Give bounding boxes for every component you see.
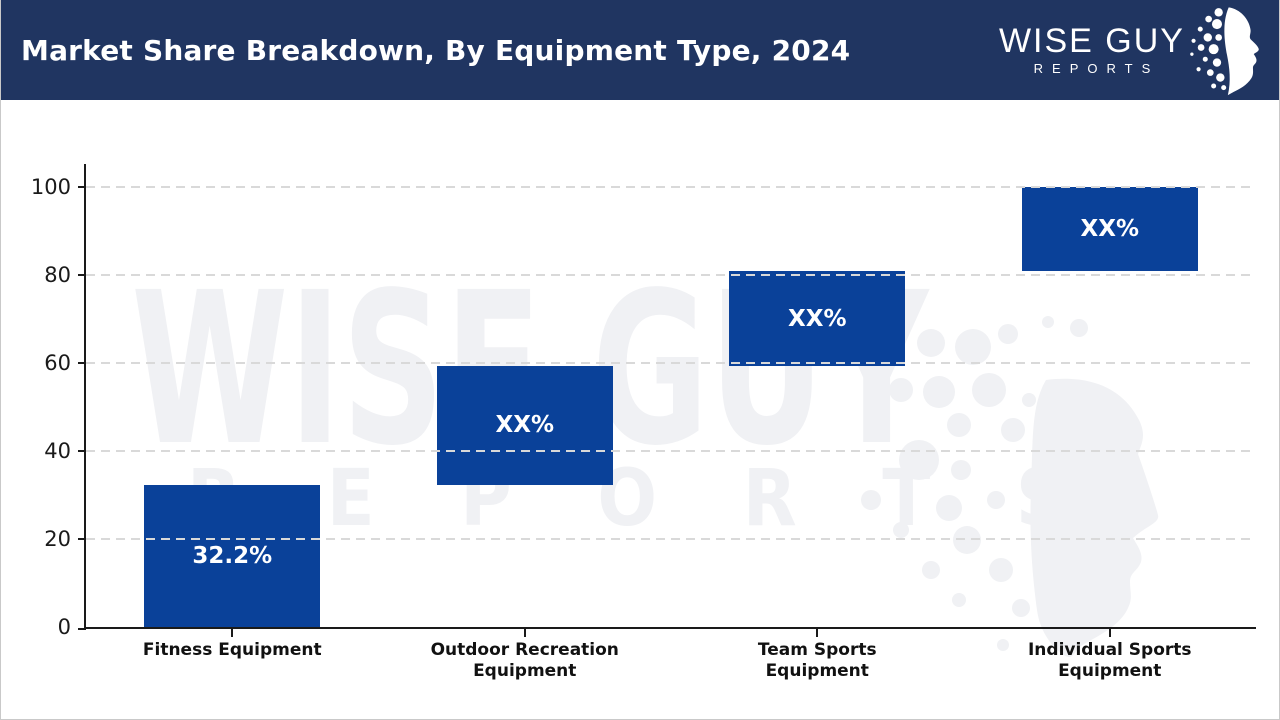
y-tick-label-20: 20 xyxy=(44,527,71,551)
page-title: Market Share Breakdown, By Equipment Typ… xyxy=(21,33,851,67)
bar-value-label-1: XX% xyxy=(495,412,554,439)
y-tick-mark-0 xyxy=(78,628,86,630)
x-axis-label-line: Team Sports xyxy=(757,640,877,660)
y-tick-mark-40 xyxy=(78,450,86,452)
logo-subtitle: REPORTS xyxy=(1033,61,1160,76)
y-tick-mark-80 xyxy=(78,274,86,276)
x-axis-label-2: Team Sports Equipment xyxy=(677,640,957,682)
x-tick-mark-0 xyxy=(231,629,234,637)
x-axis-label-1: Outdoor Recreation Equipment xyxy=(385,640,665,682)
chart-canvas: WISE GUY R E P O R T S 32.2% XX% XX% XX% Fi… xyxy=(1,100,1279,719)
logo-wordmark: WISE GUY xyxy=(998,22,1185,60)
logo-text: WISE GUY REPORTS xyxy=(999,24,1185,76)
y-tick-label-60: 60 xyxy=(44,351,71,375)
x-axis-label-line: Equipment xyxy=(473,661,577,681)
bar-value-label-0: 32.2% xyxy=(192,543,273,570)
bar-segment-3: XX% xyxy=(1021,187,1198,272)
gridline-100 xyxy=(86,186,1256,188)
y-tick-mark-100 xyxy=(78,186,86,188)
x-tick-mark-1 xyxy=(523,629,526,637)
logo-head-icon xyxy=(1190,7,1259,96)
x-axis-label-0: Fitness Equipment xyxy=(92,640,372,661)
bar-segment-1: XX% xyxy=(436,365,613,486)
x-axis-label-line: Equipment xyxy=(1058,661,1162,681)
y-tick-mark-20 xyxy=(78,538,86,540)
y-tick-label-100: 100 xyxy=(30,175,71,199)
bar-value-label-3: XX% xyxy=(1080,216,1139,243)
x-tick-mark-3 xyxy=(1108,629,1111,637)
bar-value-label-2: XX% xyxy=(787,305,847,332)
x-tick-mark-2 xyxy=(816,629,819,637)
y-tick-label-0: 0 xyxy=(57,615,71,639)
bar-segment-0: 32.2% xyxy=(144,485,321,627)
y-tick-label-40: 40 xyxy=(44,439,71,463)
y-tick-mark-60 xyxy=(78,362,86,364)
gridline-20 xyxy=(86,538,1256,540)
x-axis-label-line: Fitness Equipment xyxy=(142,640,322,660)
x-axis-label-line: Individual Sports xyxy=(1027,640,1192,660)
x-axis-label-line: Outdoor Recreation xyxy=(430,640,619,660)
bar-segment-2: XX% xyxy=(729,271,906,366)
header: Market Share Breakdown, By Equipment Typ… xyxy=(1,0,1279,100)
gridline-80 xyxy=(86,274,1256,276)
gridline-40 xyxy=(86,450,1256,452)
gridline-60 xyxy=(86,362,1256,364)
x-axis-label-3: Individual Sports Equipment xyxy=(970,640,1250,682)
y-tick-label-80: 80 xyxy=(44,263,71,287)
x-axis-label-line: Equipment xyxy=(765,661,869,681)
plot-area: 32.2% XX% XX% XX% xyxy=(84,164,1256,629)
wise-guy-logo: WISE GUY REPORTS xyxy=(999,4,1265,96)
